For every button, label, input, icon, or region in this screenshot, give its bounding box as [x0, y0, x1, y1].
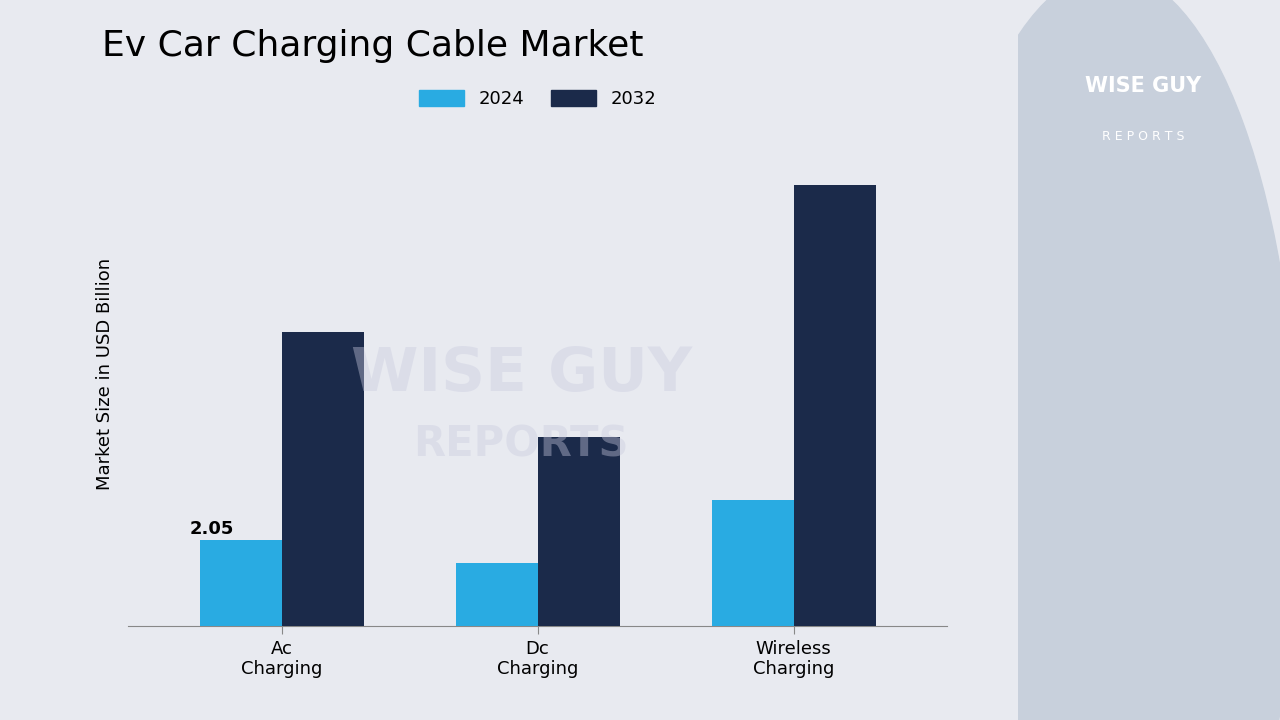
Text: R E P O R T S: R E P O R T S [1102, 130, 1185, 143]
Text: WISE GUY: WISE GUY [1085, 76, 1202, 96]
Circle shape [920, 0, 1280, 720]
Bar [794, 185, 876, 626]
Bar [282, 333, 364, 626]
Bar [538, 437, 620, 626]
Text: REPORTS: REPORTS [413, 424, 628, 466]
Bar [712, 500, 794, 626]
Bar [200, 540, 282, 626]
Legend: 2024, 2032: 2024, 2032 [410, 81, 666, 117]
Y-axis label: Market Size in USD Billion: Market Size in USD Billion [96, 258, 114, 490]
Text: 2.05: 2.05 [189, 520, 234, 538]
Text: WISE GUY: WISE GUY [351, 345, 691, 404]
Bar [456, 563, 538, 626]
Text: Ev Car Charging Cable Market: Ev Car Charging Cable Market [102, 29, 644, 63]
